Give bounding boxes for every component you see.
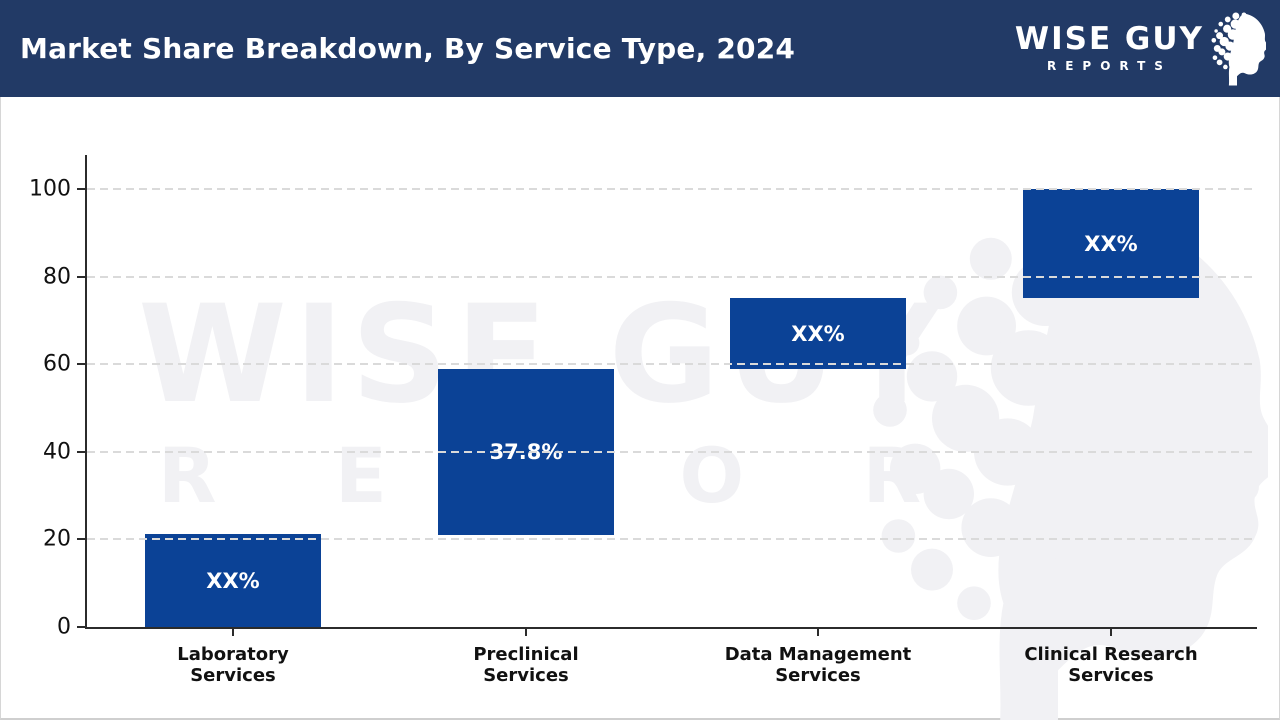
- y-tick-mark-100: [77, 188, 85, 190]
- plot-area: 0 20 40 60 80 100 XX% Laboratory Services 37.8% P…: [29, 155, 1257, 686]
- header-band: Market Share Breakdown, By Service Type,…: [0, 0, 1280, 97]
- gridline-40: [87, 450, 1253, 453]
- logo-subtext: REPORTS: [1046, 59, 1172, 73]
- y-tick-label-20: 20: [43, 526, 71, 552]
- y-tick-mark-80: [77, 275, 85, 278]
- x-axis-line: [85, 627, 1257, 629]
- wise-guy-reports-logo: WISE GUY REPORTS: [1015, 11, 1270, 87]
- gridline-60: [87, 363, 1253, 366]
- logo-head-dots-icon: [1211, 11, 1266, 86]
- bar-value-label: XX%: [1084, 231, 1138, 256]
- y-tick-mark-20: [77, 538, 85, 541]
- x-tick-mark: [525, 629, 527, 636]
- bar-segment: XX%: [730, 298, 906, 369]
- bar-value-label: XX%: [791, 321, 845, 346]
- y-tick-label-100: 100: [29, 176, 71, 202]
- y-axis-line: [85, 155, 87, 629]
- bar-value-label: XX%: [206, 568, 260, 593]
- bar-segment: XX%: [1023, 189, 1199, 298]
- y-tick-label-40: 40: [43, 439, 71, 465]
- y-tick-mark-60: [77, 363, 85, 366]
- x-category-label: Preclinical Services: [473, 644, 579, 687]
- x-category-label: Laboratory Services: [177, 644, 289, 687]
- gridline-100: [87, 188, 1253, 190]
- gridline-20: [87, 538, 1253, 541]
- x-category-label: Data Management Services: [724, 644, 912, 687]
- logo-wordmark: WISE GUY: [1014, 21, 1204, 57]
- x-category-label: Clinical Research Services: [1024, 644, 1198, 687]
- y-tick-label-60: 60: [43, 351, 71, 377]
- gridline-80: [87, 275, 1253, 278]
- y-tick-label-0: 0: [57, 614, 71, 640]
- y-tick-mark-0: [77, 626, 85, 628]
- x-tick-mark: [1110, 629, 1112, 636]
- logo-text: WISE GUY REPORTS: [1014, 21, 1204, 74]
- y-tick-mark-40: [77, 450, 85, 453]
- y-tick-label-80: 80: [43, 264, 71, 290]
- bar-segment: XX%: [145, 534, 321, 627]
- page-title: Market Share Breakdown, By Service Type,…: [20, 32, 796, 65]
- x-tick-mark: [817, 629, 819, 636]
- x-tick-mark: [232, 629, 234, 636]
